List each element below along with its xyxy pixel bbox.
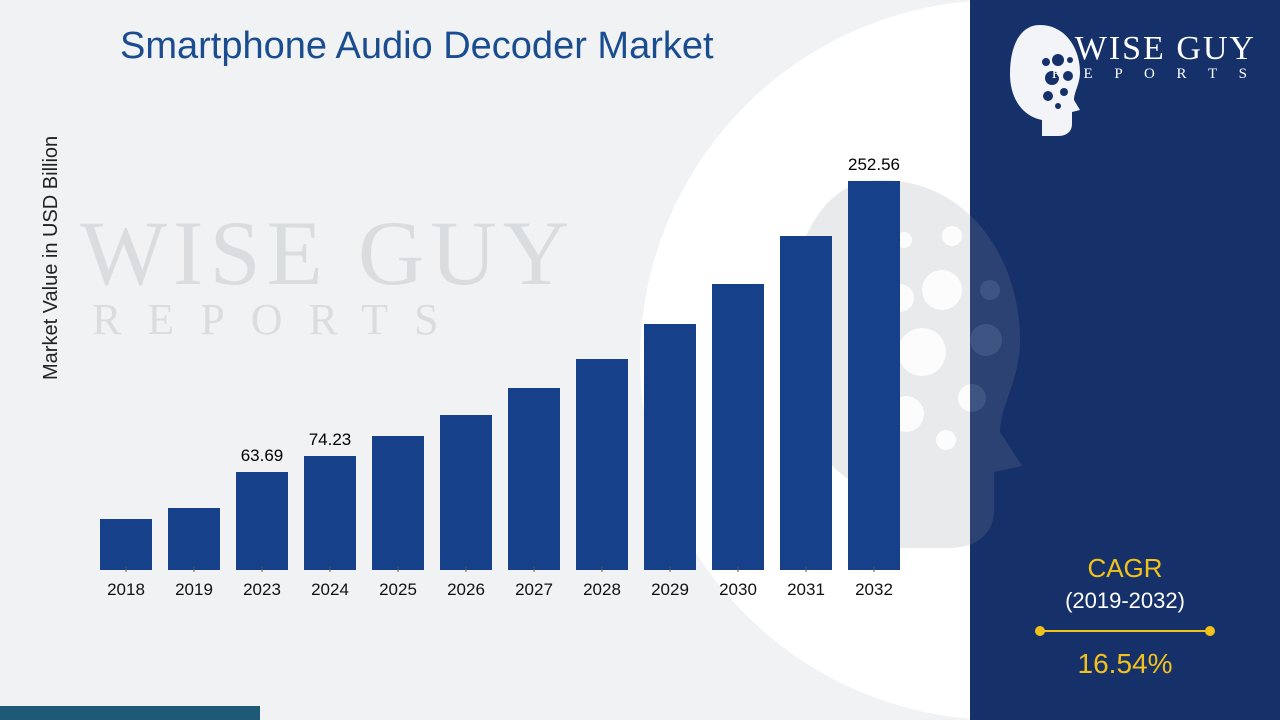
chart-title: Smartphone Audio Decoder Market [120,25,714,68]
cagr-label: CAGR [1000,553,1250,584]
x-tick [330,566,331,572]
bar [644,324,696,570]
bar [236,472,288,570]
bar [168,508,220,570]
footer-accent-bar [0,706,260,720]
x-tick [466,566,467,572]
x-tick [806,566,807,572]
bar [780,236,832,570]
bar-value-label: 252.56 [834,155,914,175]
x-tick [194,566,195,572]
x-tick [126,566,127,572]
stage: WISE GUY R E P O R T S CAGR (2019-2032) … [0,0,1280,720]
cagr-value: 16.54% [1000,648,1250,680]
bar-chart: 63.6974.23252.56 20182019202320242025202… [80,170,900,600]
x-axis: 2018201920232024202520262027202820292030… [80,570,900,600]
bar [576,359,628,570]
bar [848,181,900,570]
plot-area: 63.6974.23252.56 [80,170,900,570]
bar [304,456,356,570]
x-tick [602,566,603,572]
bar-value-label: 74.23 [290,430,370,450]
x-tick [738,566,739,572]
bar [712,284,764,570]
bar [100,519,152,570]
bar [372,436,424,570]
brand-line2: R E P O R T S [1052,66,1256,83]
cagr-box: CAGR (2019-2032) 16.54% [1000,553,1250,680]
bar [508,388,560,570]
x-tick-label: 2032 [834,580,914,600]
bar [440,415,492,570]
x-tick [874,566,875,572]
x-tick [670,566,671,572]
x-tick [262,566,263,572]
x-tick [398,566,399,572]
brand-line1: WISE GUY [1052,30,1256,68]
brand-logo: WISE GUY R E P O R T S [1052,30,1256,83]
x-tick [534,566,535,572]
y-axis-label: Market Value in USD Billion [40,136,63,380]
cagr-divider [1040,630,1210,632]
cagr-range: (2019-2032) [1000,588,1250,614]
